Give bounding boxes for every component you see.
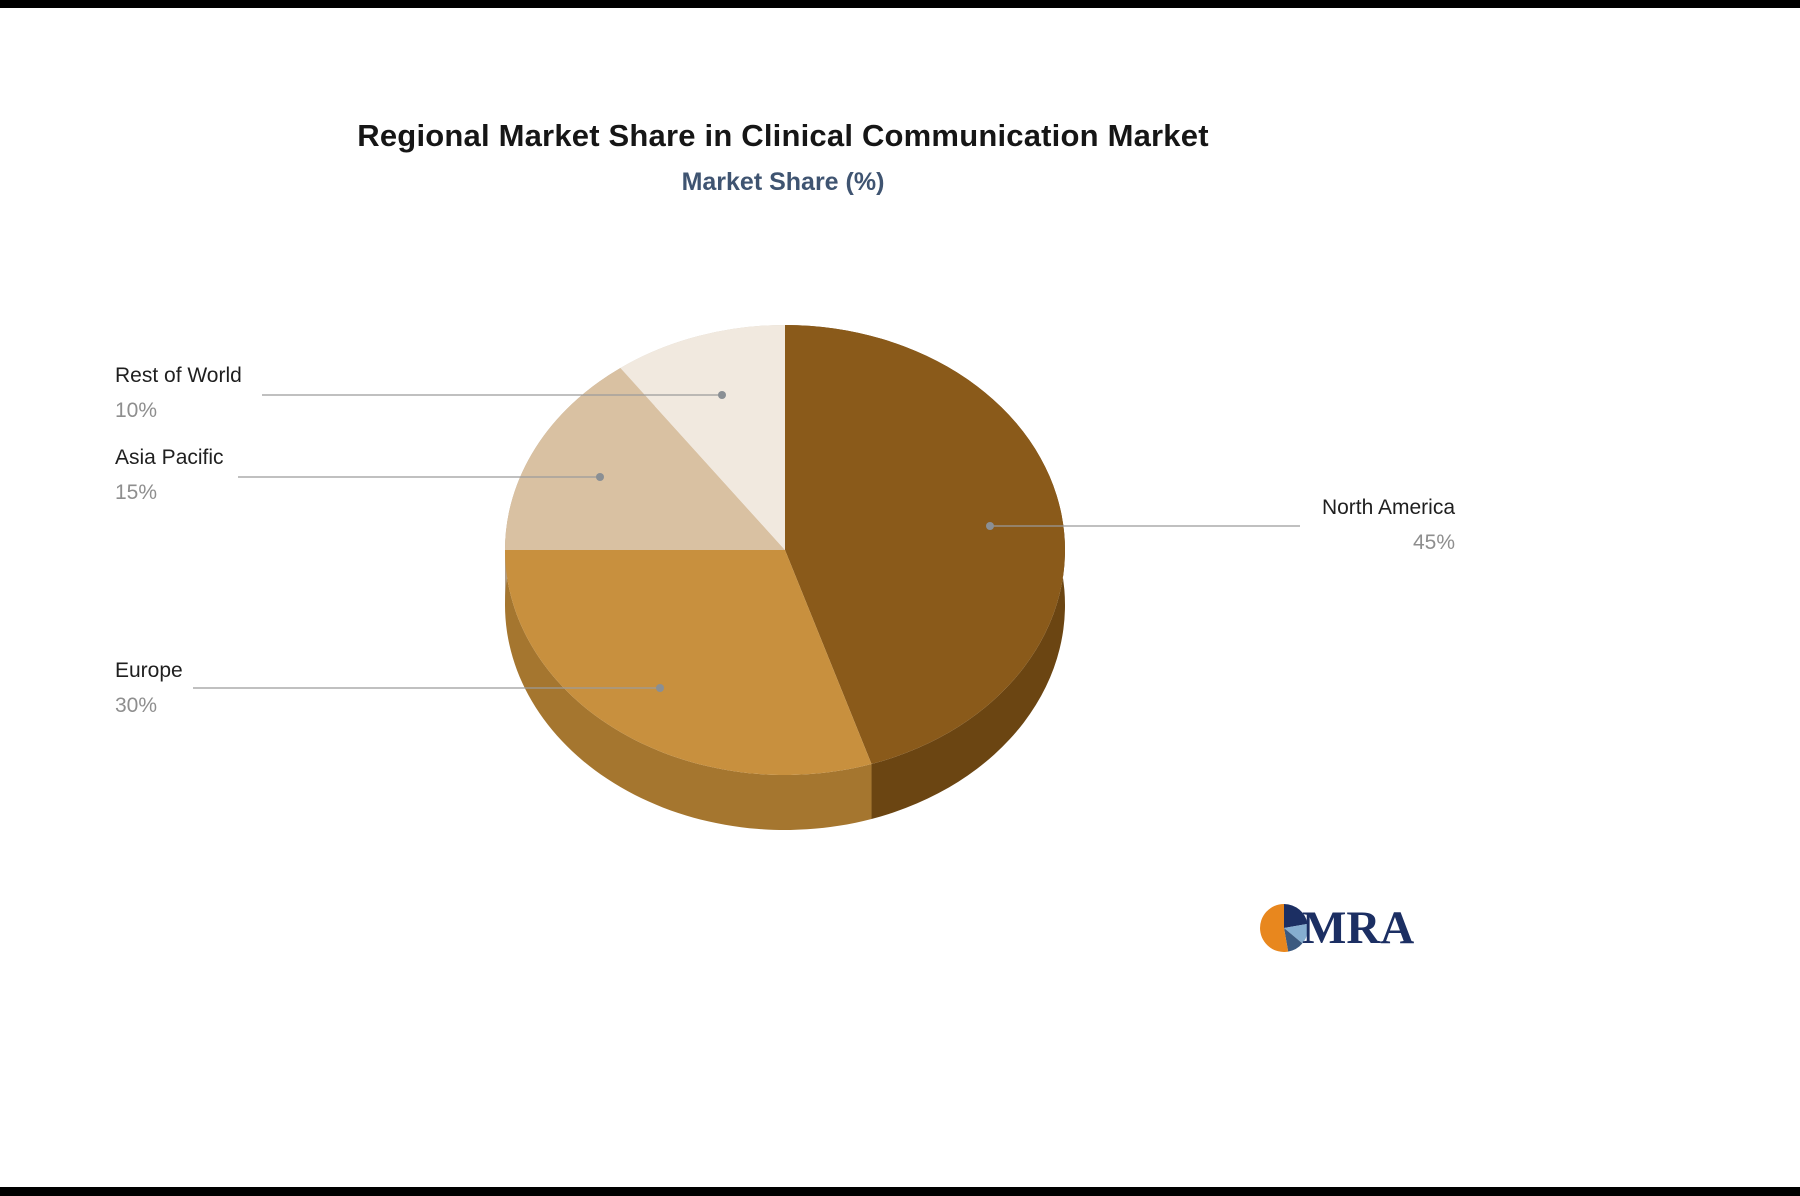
pie-slice-europe: [505, 550, 872, 776]
slice-value-label: 30%: [115, 694, 158, 717]
pie-slice-rest-of-world: [620, 325, 785, 550]
logo-wedge: [1284, 904, 1308, 928]
mra-logo-text: MRA: [1302, 902, 1415, 954]
label-north-america: North America 45%: [1155, 490, 1455, 560]
logo-wedge: [1284, 923, 1309, 944]
slice-value-label: 15%: [115, 481, 158, 504]
pie-slice-north-america: [785, 325, 1066, 764]
label-rest-of-world: Rest of World 10%: [115, 358, 242, 428]
slice-label: Asia Pacific: [115, 446, 224, 469]
leader-dot-rest-of-world: [718, 391, 726, 399]
chart-title: Regional Market Share in Clinical Commun…: [357, 118, 1209, 153]
top-border: [0, 0, 1800, 8]
leader-dot-north-america: [986, 522, 994, 530]
mra-logo-icon: [1260, 904, 1309, 952]
slice-label: Europe: [115, 659, 183, 682]
slice-value-label: 45%: [1412, 531, 1455, 554]
chart-subtitle: Market Share (%): [681, 168, 885, 196]
mra-logo: MRA: [1258, 901, 1414, 955]
pie-slice-side-europe: [505, 550, 872, 831]
label-europe: Europe 30%: [115, 653, 183, 723]
leader-dot-asia-pacific: [596, 473, 604, 481]
bottom-border: [0, 1187, 1800, 1196]
pie-slice-asia-pacific: [505, 367, 785, 550]
slice-value-label: 10%: [115, 399, 158, 422]
slice-label: Rest of World: [115, 364, 242, 387]
label-asia-pacific: Asia Pacific 15%: [115, 440, 224, 510]
slice-label: North America: [1321, 496, 1455, 519]
leader-dot-europe: [656, 684, 664, 692]
logo-wedge: [1260, 904, 1289, 952]
logo-wedge: [1284, 928, 1303, 952]
